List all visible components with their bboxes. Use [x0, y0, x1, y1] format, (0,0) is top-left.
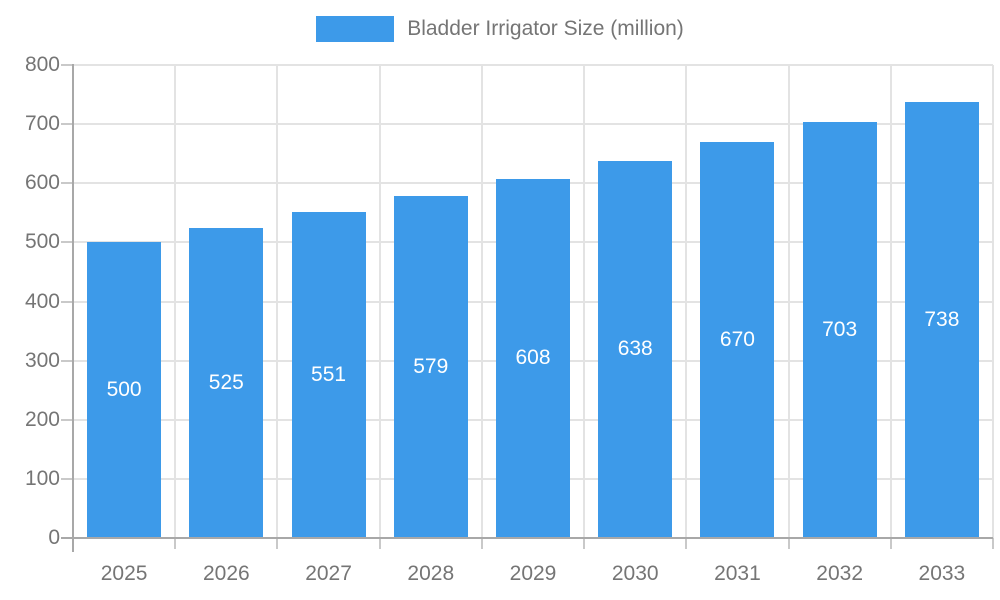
v-gridline [889, 65, 892, 538]
x-tick-label: 2032 [816, 562, 864, 585]
bar[interactable]: 703 [802, 122, 877, 538]
v-gridline [583, 65, 586, 538]
bar-value-label: 525 [208, 370, 244, 394]
x-tick-mark [174, 538, 177, 549]
y-tick-label: 400 [24, 289, 60, 313]
y-tick-mark [61, 300, 73, 303]
legend[interactable]: Bladder Irrigator Size (million) [0, 16, 1000, 42]
x-tick-label: 2030 [611, 562, 659, 585]
bar[interactable]: 579 [393, 195, 468, 538]
bar[interactable]: 738 [904, 101, 979, 538]
y-tick-label: 200 [24, 407, 60, 431]
h-gridline [73, 123, 993, 126]
bar[interactable]: 638 [598, 160, 673, 538]
x-tick-mark [583, 538, 586, 549]
bar-value-label: 738 [924, 307, 960, 331]
y-tick-label: 100 [24, 466, 60, 490]
x-tick-label: 2027 [305, 562, 352, 585]
legend-label[interactable]: Bladder Irrigator Size (million) [407, 17, 684, 40]
y-tick-label: 300 [24, 348, 60, 372]
y-tick-mark [61, 477, 73, 480]
v-gridline [174, 65, 177, 538]
x-tick-label: 2025 [100, 562, 148, 585]
y-tick-mark [61, 241, 73, 244]
y-tick-label: 800 [24, 53, 60, 76]
y-tick-label: 600 [24, 171, 60, 195]
y-tick-mark [61, 359, 73, 362]
x-tick-mark [276, 538, 279, 549]
bar[interactable]: 608 [496, 178, 570, 538]
y-tick-mark [61, 182, 73, 185]
bar-value-label: 638 [617, 337, 653, 361]
v-gridline [276, 65, 279, 538]
x-tick-label: 2026 [202, 562, 250, 585]
v-gridline [992, 65, 994, 538]
x-tick-mark [787, 538, 790, 549]
x-tick-mark [480, 538, 483, 549]
bar-value-label: 703 [822, 318, 858, 342]
bar-value-label: 670 [719, 327, 755, 351]
bar-value-label: 579 [413, 354, 449, 378]
bar-value-label: 608 [515, 346, 551, 370]
y-tick-label: 700 [24, 112, 60, 136]
v-gridline [378, 65, 381, 538]
y-tick-label: 500 [24, 230, 60, 254]
y-tick-mark [61, 418, 73, 421]
bar[interactable]: 500 [87, 242, 162, 538]
v-gridline [480, 65, 483, 538]
x-tick-mark [378, 538, 381, 549]
x-tick-label: 2033 [918, 562, 966, 585]
bar[interactable]: 525 [189, 227, 264, 538]
y-axis-line [72, 64, 74, 552]
bar-value-label: 500 [106, 378, 142, 402]
x-tick-mark [992, 538, 994, 549]
v-gridline [685, 65, 688, 538]
v-gridline [787, 65, 790, 538]
bar-value-label: 551 [311, 363, 347, 387]
x-tick-mark [889, 538, 892, 549]
x-axis-line [61, 537, 993, 539]
legend-swatch[interactable] [316, 16, 395, 42]
y-tick-label: 0 [48, 526, 60, 549]
bar[interactable]: 551 [291, 212, 366, 538]
x-tick-label: 2029 [509, 562, 557, 585]
bar[interactable]: 670 [700, 141, 775, 538]
x-tick-label: 2028 [407, 562, 455, 585]
x-tick-label: 2031 [714, 562, 761, 585]
y-tick-mark [61, 123, 73, 126]
h-gridline [73, 64, 993, 66]
y-tick-mark [61, 64, 73, 66]
x-tick-mark [685, 538, 688, 549]
